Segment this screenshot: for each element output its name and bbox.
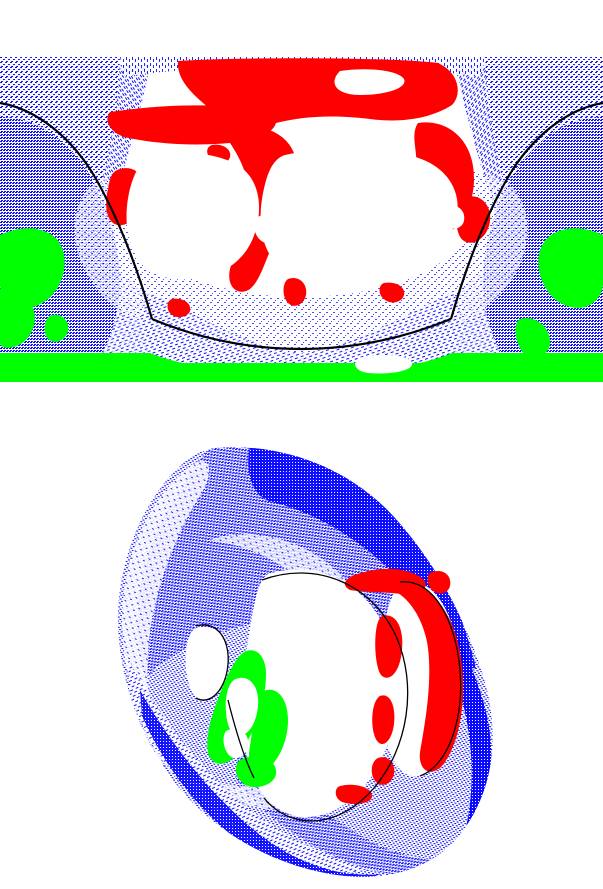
flat-domain-stipple-plot — [0, 57, 603, 382]
white-lobes — [126, 148, 465, 281]
green-region-bottom — [0, 353, 603, 382]
torus-projection-stipple-plot — [0, 440, 603, 889]
red-region-upper — [107, 58, 458, 145]
flat-domain-canvas — [0, 57, 603, 382]
torus-canvas — [0, 440, 603, 889]
red-arc-right — [335, 568, 464, 804]
green-region-left — [0, 228, 69, 348]
black-outline — [195, 572, 462, 822]
black-separatrix — [0, 101, 603, 351]
green-patch-lower-left — [207, 650, 288, 788]
green-region-right — [515, 228, 603, 358]
